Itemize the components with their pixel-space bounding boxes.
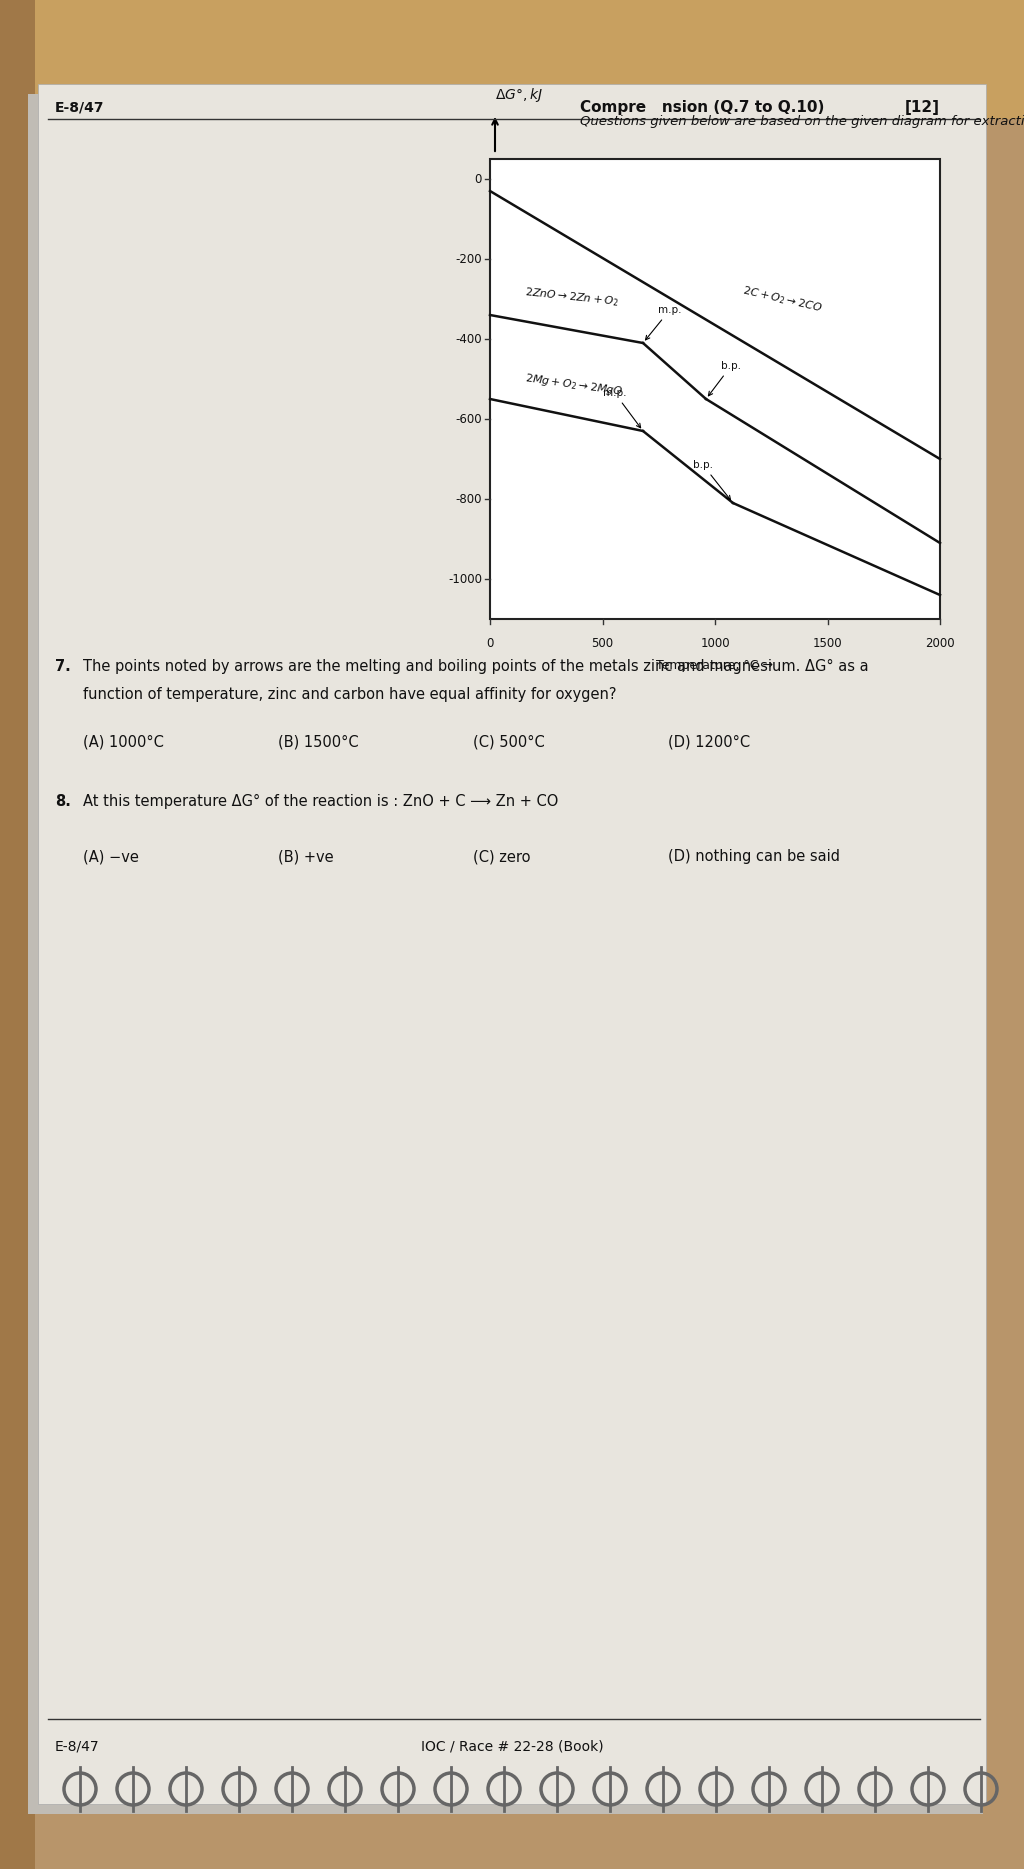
Text: -1000: -1000 (449, 572, 482, 585)
Text: 0: 0 (475, 172, 482, 185)
Text: The points noted by arrows are the melting and boiling points of the metals zinc: The points noted by arrows are the melti… (83, 660, 868, 675)
Text: Questions given below are based on the given diagram for extractive metallurgy.: Questions given below are based on the g… (580, 114, 1024, 127)
Text: (B) 1500°C: (B) 1500°C (278, 735, 358, 749)
Text: 0: 0 (486, 637, 494, 650)
Text: (B) +ve: (B) +ve (278, 849, 334, 863)
Text: 8.: 8. (55, 794, 71, 809)
Text: IOC / Race # 22-28 (Book): IOC / Race # 22-28 (Book) (421, 1738, 603, 1753)
Text: $2C+O_2{\rightarrow}2CO$: $2C+O_2{\rightarrow}2CO$ (741, 282, 823, 314)
Text: 500: 500 (592, 637, 613, 650)
Text: 7.: 7. (55, 660, 71, 675)
Text: At this temperature ΔG° of the reaction is : ZnO + C ⟶ Zn + CO: At this temperature ΔG° of the reaction … (83, 794, 558, 809)
Text: Compre   nsion (Q.7 to Q.10): Compre nsion (Q.7 to Q.10) (580, 99, 824, 114)
Text: (C) 500°C: (C) 500°C (473, 735, 545, 749)
Text: (D) 1200°C: (D) 1200°C (668, 735, 751, 749)
Text: (A) −ve: (A) −ve (83, 849, 139, 863)
Bar (0, 0, 35, 1869)
Text: 2000: 2000 (926, 637, 954, 650)
Text: E-8/47: E-8/47 (55, 1738, 99, 1753)
Text: Temperature, °C →: Temperature, °C → (656, 660, 773, 673)
Text: m.p.: m.p. (603, 389, 641, 428)
Text: $2ZnO{\rightarrow}2Zn+O_2$: $2ZnO{\rightarrow}2Zn+O_2$ (523, 286, 620, 308)
Text: (D) nothing can be said: (D) nothing can be said (668, 849, 840, 863)
Text: b.p.: b.p. (709, 361, 741, 396)
Text: (C) zero: (C) zero (473, 849, 530, 863)
Text: 1000: 1000 (700, 637, 730, 650)
Text: 1500: 1500 (813, 637, 843, 650)
Bar (0, 0, 1024, 120)
Text: (A) 1000°C: (A) 1000°C (83, 735, 164, 749)
Text: [12]: [12] (905, 99, 940, 114)
Text: function of temperature, zinc and carbon have equal affinity for oxygen?: function of temperature, zinc and carbon… (83, 688, 616, 703)
Text: -200: -200 (456, 252, 482, 265)
Text: -400: -400 (456, 333, 482, 346)
Text: b.p.: b.p. (693, 460, 730, 499)
Text: $2Mg+O_2{\rightarrow}2MgO$: $2Mg+O_2{\rightarrow}2MgO$ (523, 372, 624, 398)
Text: -800: -800 (456, 493, 482, 505)
Text: E-8/47: E-8/47 (55, 101, 104, 114)
Text: m.p.: m.p. (645, 305, 682, 340)
Bar (490, 159, 940, 619)
Text: $\Delta G°,kJ$: $\Delta G°,kJ$ (495, 86, 543, 105)
Text: -600: -600 (456, 413, 482, 426)
